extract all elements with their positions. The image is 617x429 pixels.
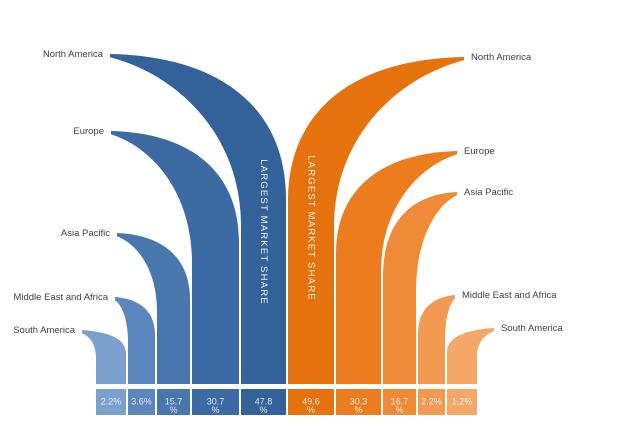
value-cell-2: [157, 389, 190, 415]
value-cell-percent-4: %: [259, 405, 267, 415]
swoosh-right-middle-east-and-africa: [418, 295, 455, 384]
value-cell-text-0: 2.2%: [101, 397, 122, 407]
region-label-right-north-america: North America: [471, 52, 532, 63]
swoosh-right-south-america: [447, 328, 494, 384]
value-cell-9: [447, 389, 477, 415]
region-label-right-asia-pacific: Asia Pacific: [464, 187, 513, 198]
band-label-left: LARGEST MARKET SHARE: [258, 159, 269, 305]
value-cell-text-9: 1.2%: [452, 397, 473, 407]
value-cell-3: [192, 389, 239, 415]
value-cell-text-2: 15.7: [165, 397, 183, 407]
value-cell-text-1: 3.6%: [131, 397, 152, 407]
region-label-right-europe: Europe: [464, 146, 495, 157]
value-cell-text-7: 16.7: [391, 397, 409, 407]
swoosh-left-middle-east-and-africa: [115, 297, 155, 384]
value-cell-4: [241, 389, 286, 415]
value-cell-7: [383, 389, 416, 415]
value-cell-6: [336, 389, 381, 415]
value-cell-percent-5: %: [307, 405, 315, 415]
value-cell-1: [128, 389, 155, 415]
swoosh-left-asia-pacific: [117, 233, 190, 384]
value-cell-text-4: 47.8: [255, 397, 273, 407]
region-label-right-middle-east-and-africa: Middle East and Africa: [462, 290, 557, 301]
swoosh-left-north-america: [110, 54, 286, 384]
value-cell-percent-3: %: [211, 405, 219, 415]
value-cell-text-6: 30.3: [350, 397, 368, 407]
region-label-left-north-america: North America: [43, 49, 104, 60]
swoosh-right-asia-pacific: [383, 192, 457, 384]
value-cell-8: [418, 389, 445, 415]
region-label-left-middle-east-and-africa: Middle East and Africa: [13, 292, 108, 303]
value-cell-text-8: 2.2%: [421, 397, 442, 407]
value-cell-text-3: 30.7: [207, 397, 225, 407]
value-cell-0: [96, 389, 126, 415]
region-label-left-south-america: South America: [13, 325, 75, 336]
band-label-right: LARGEST MARKET SHARE: [306, 155, 317, 301]
swoosh-right-europe: [336, 151, 457, 384]
value-cell-5: [288, 389, 334, 415]
value-cell-percent-7: %: [395, 405, 403, 415]
swoosh-left-europe: [111, 131, 239, 384]
value-cell-percent-6: %: [354, 405, 362, 415]
swoosh-left-south-america: [82, 330, 126, 384]
value-cell-percent-2: %: [169, 405, 177, 415]
region-label-left-europe: Europe: [73, 126, 104, 137]
region-label-left-asia-pacific: Asia Pacific: [61, 228, 110, 239]
swoosh-right-north-america: [288, 57, 464, 384]
region-label-right-south-america: South America: [501, 323, 563, 334]
value-cell-text-5: 49.6: [302, 397, 320, 407]
